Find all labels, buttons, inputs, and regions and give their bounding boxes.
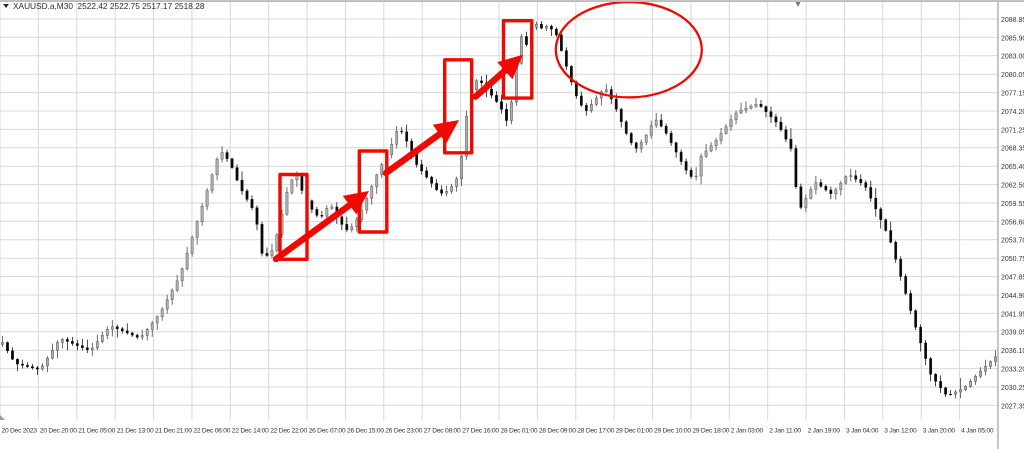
svg-text:2053.70: 2053.70	[1001, 238, 1024, 245]
svg-text:26 Dec 07:00: 26 Dec 07:00	[309, 428, 346, 435]
svg-text:2 Jan 03:00: 2 Jan 03:00	[731, 428, 764, 435]
svg-text:22 Dec 06:00: 22 Dec 06:00	[193, 428, 230, 435]
svg-text:2039.05: 2039.05	[1001, 330, 1024, 337]
svg-text:21 Dec 21:00: 21 Dec 21:00	[155, 428, 192, 435]
svg-text:2036.10: 2036.10	[1001, 348, 1024, 355]
svg-text:28 Dec 17:00: 28 Dec 17:00	[577, 428, 614, 435]
svg-text:22 Dec 22:00: 22 Dec 22:00	[270, 428, 307, 435]
svg-text:28 Dec 09:00: 28 Dec 09:00	[539, 428, 576, 435]
svg-text:2041.95: 2041.95	[1001, 311, 1024, 318]
svg-text:2085.90: 2085.90	[1001, 35, 1024, 42]
svg-text:2059.55: 2059.55	[1001, 201, 1024, 208]
svg-text:2047.85: 2047.85	[1001, 275, 1024, 282]
svg-text:26 Dec 15:00: 26 Dec 15:00	[347, 428, 384, 435]
svg-text:2030.25: 2030.25	[1001, 385, 1024, 392]
svg-text:2068.35: 2068.35	[1001, 146, 1024, 153]
svg-text:21 Dec 05:00: 21 Dec 05:00	[78, 428, 115, 435]
svg-text:2 Jan 19:00: 2 Jan 19:00	[808, 428, 841, 435]
svg-text:2050.75: 2050.75	[1001, 256, 1024, 263]
svg-text:21 Dec 13:00: 21 Dec 13:00	[117, 428, 154, 435]
svg-text:2077.15: 2077.15	[1001, 91, 1024, 98]
svg-text:2056.60: 2056.60	[1001, 219, 1024, 226]
svg-text:2074.20: 2074.20	[1001, 109, 1024, 116]
svg-text:2088.85: 2088.85	[1001, 17, 1024, 24]
svg-text:2071.25: 2071.25	[1001, 127, 1024, 134]
svg-text:27 Dec 08:00: 27 Dec 08:00	[424, 428, 461, 435]
svg-text:2 Jan 11:00: 2 Jan 11:00	[769, 428, 801, 435]
svg-text:2033.20: 2033.20	[1001, 367, 1024, 374]
svg-text:29 Dec 18:00: 29 Dec 18:00	[692, 428, 729, 435]
svg-text:29 Dec 01:00: 29 Dec 01:00	[616, 428, 653, 435]
svg-text:4 Jan 05:00: 4 Jan 05:00	[961, 428, 994, 435]
svg-text:2080.05: 2080.05	[1001, 72, 1024, 79]
svg-text:29 Dec 10:00: 29 Dec 10:00	[654, 428, 691, 435]
svg-text:22 Dec 14:00: 22 Dec 14:00	[232, 428, 269, 435]
svg-text:2065.40: 2065.40	[1001, 164, 1024, 171]
svg-text:2083.00: 2083.00	[1001, 54, 1024, 61]
svg-text:3 Jan 20:00: 3 Jan 20:00	[923, 428, 956, 435]
svg-text:20 Dec 2023: 20 Dec 2023	[2, 428, 38, 435]
svg-text:2044.90: 2044.90	[1001, 293, 1024, 300]
svg-text:2062.50: 2062.50	[1001, 183, 1024, 190]
svg-text:3 Jan 04:00: 3 Jan 04:00	[846, 428, 879, 435]
svg-text:28 Dec 01:00: 28 Dec 01:00	[501, 428, 538, 435]
svg-text:26 Dec 23:00: 26 Dec 23:00	[385, 428, 422, 435]
svg-text:27 Dec 16:00: 27 Dec 16:00	[462, 428, 499, 435]
svg-text:20 Dec 20:00: 20 Dec 20:00	[40, 428, 77, 435]
svg-text:2027.35: 2027.35	[1001, 403, 1024, 410]
svg-text:3 Jan 12:00: 3 Jan 12:00	[884, 428, 917, 435]
